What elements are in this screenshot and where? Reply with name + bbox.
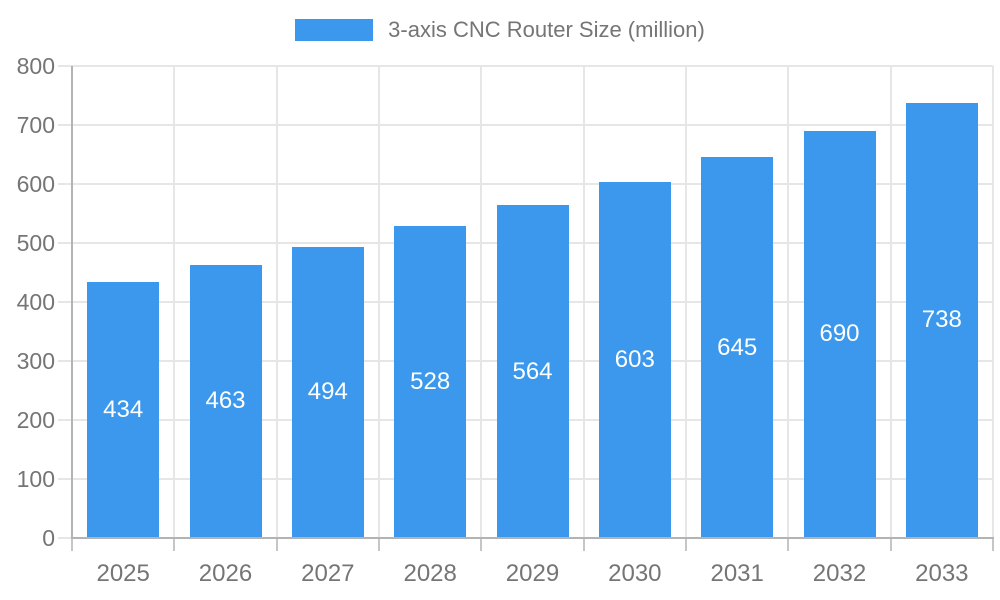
gridline-horizontal xyxy=(72,124,993,126)
bar-value-label: 690 xyxy=(819,320,860,348)
y-axis-tick-label: 700 xyxy=(16,112,55,138)
legend-label: 3-axis CNC Router Size (million) xyxy=(388,17,705,42)
y-axis-tick xyxy=(58,301,72,303)
y-axis-tick-label: 200 xyxy=(16,407,55,433)
x-axis-tick xyxy=(480,539,483,551)
y-axis-tick-label: 400 xyxy=(16,289,55,315)
x-axis-tick xyxy=(71,539,73,551)
bar-2027[interactable]: 494 xyxy=(291,246,364,538)
bar-value-label: 738 xyxy=(921,306,962,334)
y-axis-tick-label: 500 xyxy=(16,230,55,256)
gridline-horizontal xyxy=(72,65,993,67)
bar-2029[interactable]: 564 xyxy=(496,205,569,538)
y-axis-tick xyxy=(58,419,72,421)
bar-2026[interactable]: 463 xyxy=(189,264,262,538)
y-axis-tick xyxy=(58,65,72,67)
gridline-vertical xyxy=(992,66,994,538)
x-axis-tick-label: 2033 xyxy=(915,560,969,587)
y-axis-tick xyxy=(58,360,72,362)
x-axis-line xyxy=(71,537,994,539)
bar-value-label: 564 xyxy=(512,357,553,385)
x-axis-tick-label: 2029 xyxy=(505,560,560,587)
y-axis-tick-label: 300 xyxy=(16,348,55,374)
bar-2031[interactable]: 645 xyxy=(701,157,774,538)
bar-value-label: 494 xyxy=(307,378,348,406)
x-axis-tick-label: 2032 xyxy=(812,560,867,587)
y-axis-tick xyxy=(58,478,72,480)
x-axis-tick-label: 2031 xyxy=(710,560,764,587)
bar-value-label: 434 xyxy=(103,395,144,423)
y-axis-tick-label: 100 xyxy=(16,466,55,492)
y-axis-tick xyxy=(58,124,72,126)
bar-2030[interactable]: 603 xyxy=(598,182,671,538)
y-axis-tick xyxy=(58,183,72,185)
x-axis-tick-label: 2025 xyxy=(96,560,150,587)
legend-swatch[interactable] xyxy=(295,19,374,41)
x-axis-tick-label: 2027 xyxy=(301,560,355,587)
bar-value-label: 463 xyxy=(205,387,246,415)
x-axis-tick-label: 2028 xyxy=(403,560,457,587)
y-axis-tick xyxy=(58,537,72,539)
x-axis-tick xyxy=(992,539,994,551)
x-axis-tick-label: 2030 xyxy=(608,560,662,587)
bar-2025[interactable]: 434 xyxy=(87,281,160,538)
x-axis-tick xyxy=(275,539,278,551)
bar-2028[interactable]: 528 xyxy=(394,226,467,538)
y-axis-line xyxy=(71,66,73,550)
gridline-horizontal xyxy=(72,183,993,185)
bar-value-label: 603 xyxy=(614,346,655,374)
x-axis-tick xyxy=(173,539,176,551)
x-axis-tick xyxy=(378,539,380,551)
bar-2033[interactable]: 738 xyxy=(905,102,978,538)
x-axis-tick xyxy=(582,539,585,551)
bar-value-label: 645 xyxy=(717,333,758,361)
bar-2032[interactable]: 690 xyxy=(803,130,876,538)
x-axis-tick xyxy=(685,539,687,551)
bar-value-label: 528 xyxy=(410,368,451,396)
x-axis-tick xyxy=(889,539,892,551)
legend: 3-axis CNC Router Size (million) xyxy=(0,17,1000,43)
x-axis-tick-label: 2026 xyxy=(198,560,253,587)
x-axis-tick xyxy=(787,539,790,551)
y-axis-tick-label: 0 xyxy=(42,525,55,551)
y-axis-tick xyxy=(58,242,72,244)
y-axis-tick-label: 600 xyxy=(16,171,55,197)
y-axis-tick-label: 800 xyxy=(16,53,55,79)
